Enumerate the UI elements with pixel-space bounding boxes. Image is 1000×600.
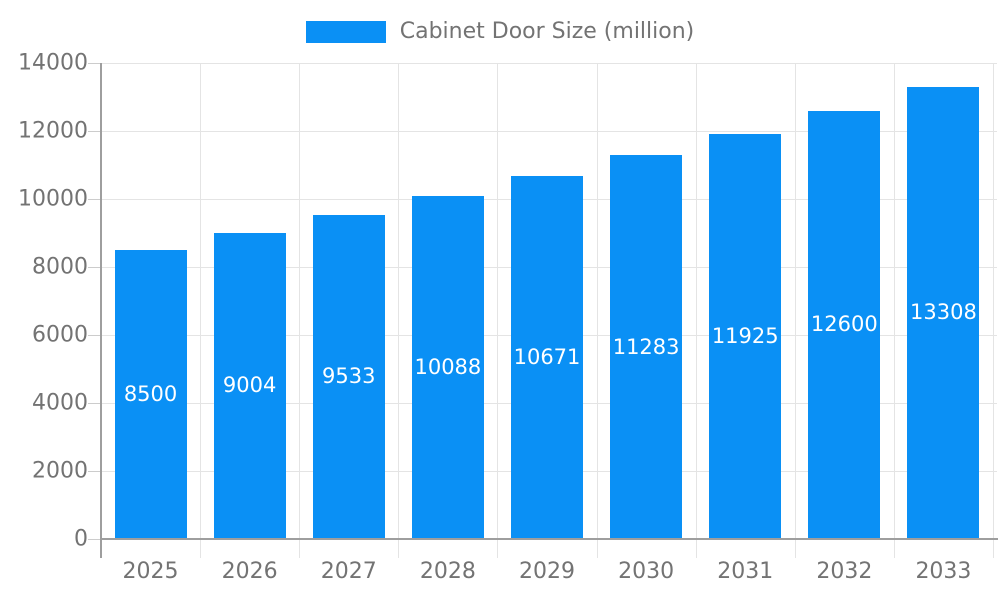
y-axis-tick — [88, 403, 101, 404]
y-axis-label: 10000 — [18, 186, 88, 212]
x-axis-label: 2025 — [122, 559, 179, 584]
x-axis-label: 2031 — [717, 559, 774, 584]
bar-value-label: 13308 — [910, 300, 977, 325]
x-gridline — [596, 63, 598, 539]
y-axis-label: 12000 — [18, 118, 88, 144]
x-axis-tick — [993, 539, 994, 558]
y-axis-label: 6000 — [32, 322, 88, 348]
y-axis-label: 0 — [74, 526, 88, 552]
x-gridline — [993, 63, 994, 539]
legend-label: Cabinet Door Size (million) — [399, 19, 695, 44]
x-axis-label: 2029 — [519, 559, 575, 584]
bar-value-label: 8500 — [123, 382, 178, 406]
x-axis-label: 2026 — [221, 559, 278, 584]
y-axis-tick — [88, 335, 101, 336]
y-axis-tick — [88, 539, 101, 540]
bar-value-label: 9533 — [322, 364, 376, 389]
x-gridline — [497, 63, 499, 539]
bar-value-label: 12600 — [810, 312, 878, 337]
x-gridline — [299, 63, 301, 539]
bar-value-label: 11925 — [711, 323, 779, 348]
x-axis-label: 2028 — [419, 559, 476, 584]
x-axis-tick — [200, 539, 202, 558]
x-axis-line — [100, 538, 998, 540]
y-axis-tick — [88, 267, 101, 268]
y-axis-tick — [88, 199, 101, 200]
x-axis-tick — [794, 539, 796, 558]
bar-2028[interactable]: 10088 — [411, 196, 484, 539]
x-gridline — [200, 63, 202, 539]
x-axis-tick — [398, 539, 400, 558]
bar-2029[interactable]: 10671 — [511, 176, 583, 539]
x-axis-tick — [299, 539, 301, 558]
x-axis-tick — [497, 539, 499, 558]
y-gridline — [101, 62, 997, 64]
y-axis-tick — [88, 471, 101, 472]
bar-2033[interactable]: 13308 — [907, 86, 980, 539]
y-axis-tick — [88, 63, 101, 64]
x-gridline — [398, 63, 400, 539]
bar-2026[interactable]: 9004 — [213, 232, 286, 539]
legend-swatch — [305, 20, 386, 43]
y-axis-tick — [88, 131, 101, 132]
x-gridline — [695, 63, 697, 539]
x-axis-tick — [596, 539, 598, 558]
bar-2032[interactable]: 12600 — [808, 110, 881, 539]
x-axis-tick — [893, 539, 895, 558]
bar-value-label: 9004 — [222, 373, 277, 398]
x-axis-tick — [695, 539, 697, 558]
x-axis-label: 2033 — [915, 559, 972, 584]
y-axis-line — [100, 63, 102, 558]
x-gridline — [794, 63, 796, 539]
bar-2027[interactable]: 9533 — [312, 214, 385, 539]
y-axis-label: 4000 — [32, 390, 88, 416]
x-gridline — [893, 63, 895, 539]
bar-value-label: 10671 — [513, 345, 581, 370]
bar-2031[interactable]: 11925 — [709, 133, 782, 539]
y-axis-label: 8000 — [32, 254, 88, 280]
bar-2025[interactable]: 8500 — [114, 250, 187, 539]
bar-value-label: 10088 — [414, 354, 482, 379]
bar-value-label: 11283 — [612, 334, 680, 359]
bar-2030[interactable]: 11283 — [610, 155, 683, 539]
x-axis-label: 2027 — [320, 559, 377, 584]
x-axis-label: 2032 — [816, 559, 873, 584]
x-axis-label: 2030 — [618, 559, 675, 584]
y-axis-label: 14000 — [18, 50, 88, 76]
y-axis-label: 2000 — [32, 458, 88, 484]
legend-item[interactable]: Cabinet Door Size (million) — [0, 19, 1000, 44]
